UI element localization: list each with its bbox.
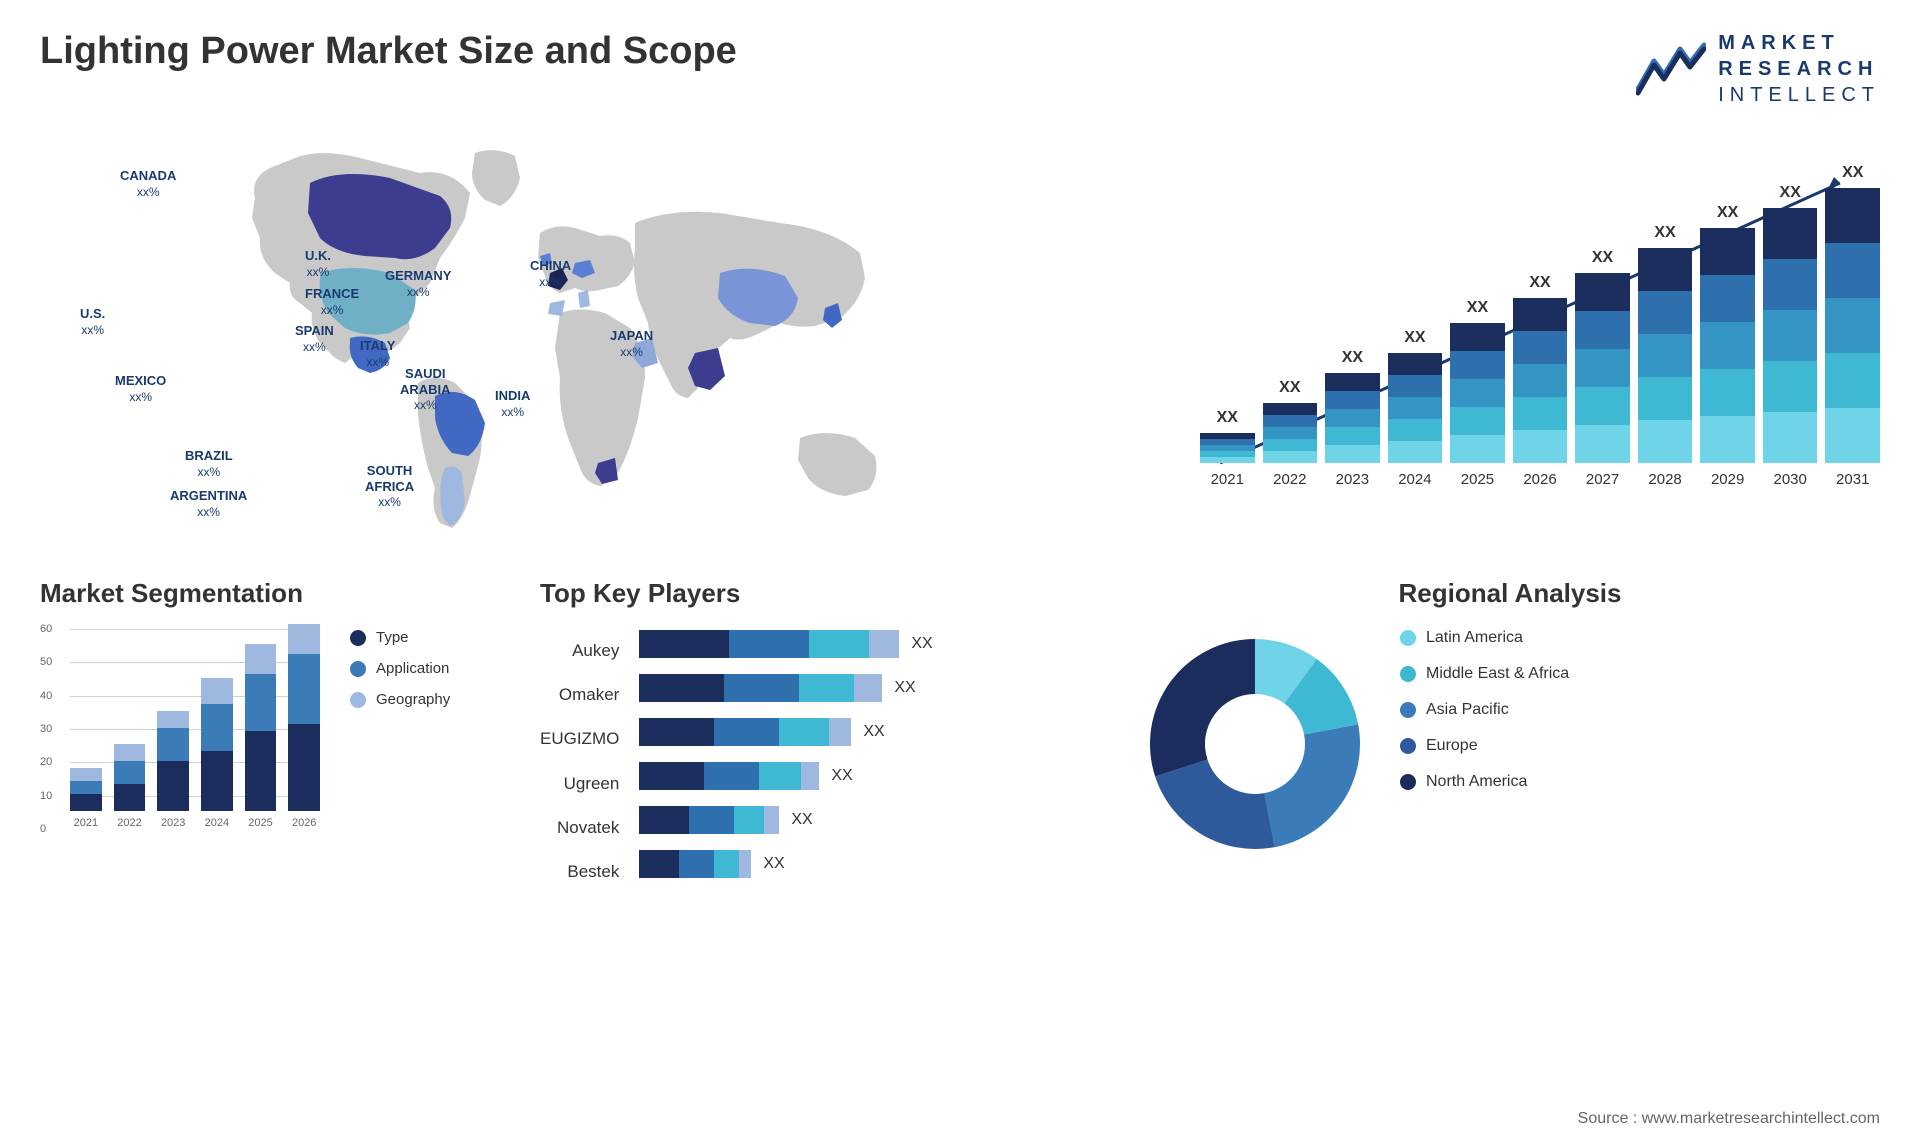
bar-column: XX 2026 bbox=[1513, 274, 1568, 488]
player-name: Ugreen bbox=[540, 762, 619, 806]
regional-title: Regional Analysis bbox=[1140, 578, 1880, 609]
player-name: Aukey bbox=[540, 629, 619, 673]
source-text: Source : www.marketresearchintellect.com bbox=[1578, 1110, 1880, 1128]
segmentation-chart: 202120222023202420252026 0102030405060 bbox=[40, 629, 320, 859]
legend-item: Latin America bbox=[1400, 629, 1569, 647]
seg-bar: 2025 bbox=[245, 644, 277, 829]
donut-slice bbox=[1264, 724, 1360, 847]
donut-slice bbox=[1155, 759, 1275, 849]
player-bar-row: XX bbox=[639, 805, 1100, 835]
bar-year-label: 2030 bbox=[1774, 471, 1807, 488]
map-label: CANADAxx% bbox=[120, 168, 176, 199]
page-title: Lighting Power Market Size and Scope bbox=[40, 30, 737, 73]
bar-year-label: 2022 bbox=[1273, 471, 1306, 488]
bar-value: XX bbox=[1717, 204, 1738, 222]
world-map: CANADAxx% U.S.xx% MEXICOxx% BRAZILxx% ARGENT… bbox=[40, 128, 1140, 538]
donut-slice bbox=[1150, 639, 1255, 776]
seg-bar: 2026 bbox=[288, 624, 320, 829]
seg-bar: 2021 bbox=[70, 768, 102, 829]
player-name: Novatek bbox=[540, 806, 619, 850]
bar-year-label: 2027 bbox=[1586, 471, 1619, 488]
player-bar-row: XX bbox=[639, 629, 1100, 659]
map-label: ITALYxx% bbox=[360, 338, 395, 369]
bar-year-label: 2024 bbox=[1398, 471, 1431, 488]
bar-column: XX 2024 bbox=[1388, 329, 1443, 488]
bar-value: XX bbox=[1467, 299, 1488, 317]
map-label: U.K.xx% bbox=[305, 248, 331, 279]
bar-year-label: 2026 bbox=[1523, 471, 1556, 488]
bar-column: XX 2021 bbox=[1200, 409, 1255, 488]
logo-icon bbox=[1636, 41, 1706, 97]
logo-line2: RESEARCH bbox=[1718, 56, 1880, 82]
bar-year-label: 2028 bbox=[1648, 471, 1681, 488]
bar-value: XX bbox=[1780, 184, 1801, 202]
bar-year-label: 2029 bbox=[1711, 471, 1744, 488]
player-bar-row: XX bbox=[639, 673, 1100, 703]
bar-column: XX 2022 bbox=[1263, 379, 1318, 488]
bar-column: XX 2028 bbox=[1638, 224, 1693, 488]
bar-year-label: 2023 bbox=[1336, 471, 1369, 488]
key-players-chart: AukeyOmakerEUGIZMOUgreenNovatekBestek XX… bbox=[540, 629, 1100, 894]
player-bar-row: XX bbox=[639, 849, 1100, 879]
legend-item: Application bbox=[350, 660, 450, 677]
map-label: MEXICOxx% bbox=[115, 373, 166, 404]
legend-item: North America bbox=[1400, 773, 1569, 791]
map-label: SPAINxx% bbox=[295, 323, 334, 354]
bar-column: XX 2029 bbox=[1700, 204, 1755, 488]
map-label: JAPANxx% bbox=[610, 328, 653, 359]
bar-column: XX 2030 bbox=[1763, 184, 1818, 488]
player-name: EUGIZMO bbox=[540, 717, 619, 761]
legend-item: Asia Pacific bbox=[1400, 701, 1569, 719]
player-name: Bestek bbox=[540, 850, 619, 894]
bar-value: XX bbox=[1592, 249, 1613, 267]
seg-bar: 2024 bbox=[201, 678, 233, 829]
bar-value: XX bbox=[1279, 379, 1300, 397]
map-label: SAUDIARABIAxx% bbox=[400, 366, 451, 413]
bar-value: XX bbox=[1529, 274, 1550, 292]
bar-year-label: 2025 bbox=[1461, 471, 1494, 488]
bar-value: XX bbox=[1404, 329, 1425, 347]
player-bar-row: XX bbox=[639, 717, 1100, 747]
bar-column: XX 2031 bbox=[1825, 164, 1880, 488]
map-label: GERMANYxx% bbox=[385, 268, 451, 299]
map-label: ARGENTINAxx% bbox=[170, 488, 247, 519]
legend-item: Middle East & Africa bbox=[1400, 665, 1569, 683]
bar-value: XX bbox=[1217, 409, 1238, 427]
bar-value: XX bbox=[1342, 349, 1363, 367]
player-name: Omaker bbox=[540, 673, 619, 717]
bar-column: XX 2023 bbox=[1325, 349, 1380, 488]
main-bar-chart: XX 2021 XX 2022 XX 2023 XX 2024 XX 2025 XX 2026 XX 20… bbox=[1200, 128, 1880, 538]
player-bar-row: XX bbox=[639, 761, 1100, 791]
map-label: SOUTHAFRICAxx% bbox=[365, 463, 414, 510]
logo-line3: INTELLECT bbox=[1718, 82, 1880, 108]
map-label: CHINAxx% bbox=[530, 258, 571, 289]
map-label: INDIAxx% bbox=[495, 388, 530, 419]
seg-bar: 2023 bbox=[157, 711, 189, 829]
segmentation-legend: Type Application Geography bbox=[350, 629, 450, 722]
bar-column: XX 2025 bbox=[1450, 299, 1505, 488]
map-label: BRAZILxx% bbox=[185, 448, 233, 479]
logo-line1: MARKET bbox=[1718, 30, 1880, 56]
bar-column: XX 2027 bbox=[1575, 249, 1630, 488]
legend-item: Europe bbox=[1400, 737, 1569, 755]
bar-value: XX bbox=[1842, 164, 1863, 182]
legend-item: Type bbox=[350, 629, 450, 646]
segmentation-title: Market Segmentation bbox=[40, 578, 500, 609]
bar-year-label: 2021 bbox=[1211, 471, 1244, 488]
map-label: U.S.xx% bbox=[80, 306, 105, 337]
bar-year-label: 2031 bbox=[1836, 471, 1869, 488]
brand-logo: MARKET RESEARCH INTELLECT bbox=[1636, 30, 1880, 108]
map-label: FRANCExx% bbox=[305, 286, 359, 317]
regional-donut: Latin America Middle East & Africa Asia Pa… bbox=[1140, 629, 1880, 859]
seg-bar: 2022 bbox=[114, 744, 146, 829]
players-title: Top Key Players bbox=[540, 578, 1100, 609]
bar-value: XX bbox=[1654, 224, 1675, 242]
legend-item: Geography bbox=[350, 691, 450, 708]
